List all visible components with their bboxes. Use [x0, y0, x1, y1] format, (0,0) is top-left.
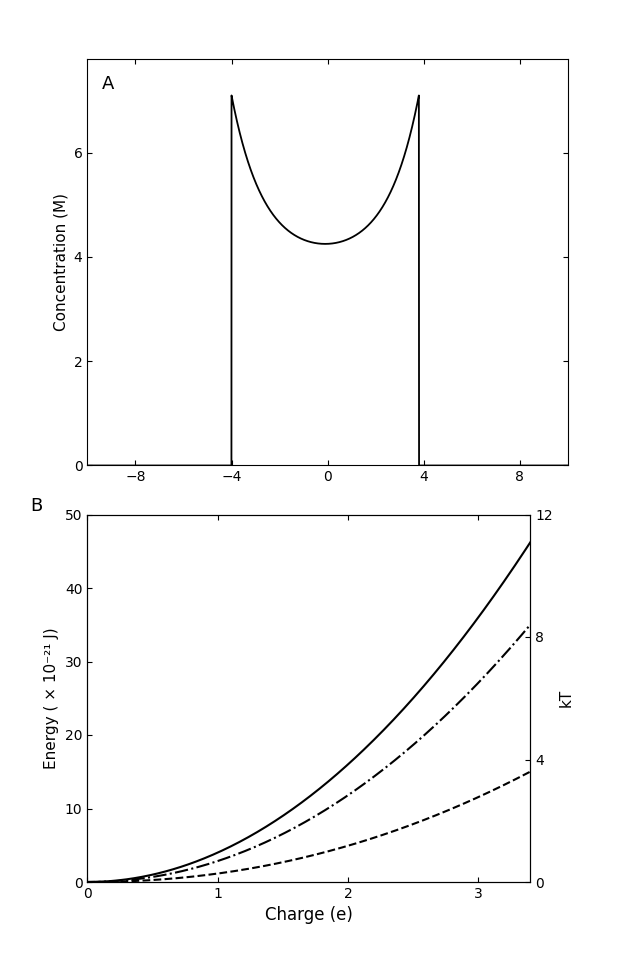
X-axis label: Charge (e): Charge (e) [265, 906, 353, 924]
Y-axis label: Energy ( × 10⁻²¹ J): Energy ( × 10⁻²¹ J) [44, 627, 59, 769]
Text: A: A [102, 75, 114, 93]
Text: B: B [30, 497, 42, 514]
Y-axis label: Concentration (M): Concentration (M) [53, 193, 68, 331]
Y-axis label: kT: kT [558, 689, 573, 708]
